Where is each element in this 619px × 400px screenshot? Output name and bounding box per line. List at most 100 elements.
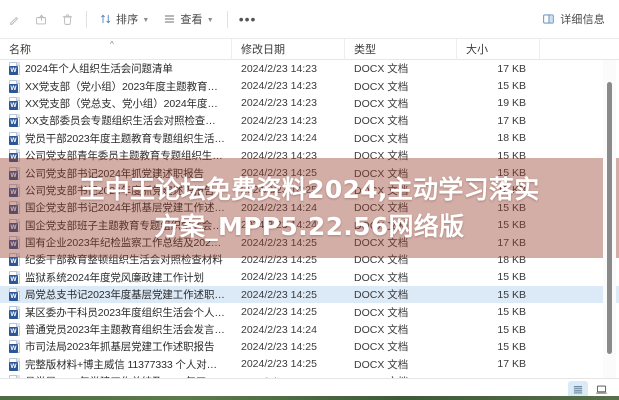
file-size-cell: 17 KB: [497, 62, 526, 75]
table-row[interactable]: W 某区委办干科员2023年度组织生活会个人发言... 2024/2/23 14:2…: [0, 303, 619, 320]
file-name-label: XX支部委员会专题组织生活会对照检查材料: [25, 115, 225, 128]
view-label: 查看: [180, 14, 203, 26]
table-row[interactable]: W 纪委干部教育整顿组织生活会对照检查材料 2024/2/23 14:25 DOCX …: [0, 251, 619, 268]
file-date-cell: 2024/2/23 14:24: [241, 323, 317, 336]
desktop-wallpaper-strip: [0, 396, 619, 400]
more-options-button[interactable]: •••: [234, 6, 262, 32]
file-date-cell: 2024/2/23 14:25: [241, 306, 317, 319]
word-document-icon: W: [9, 79, 20, 93]
file-type-cell: DOCX 文档: [354, 306, 409, 319]
table-row[interactable]: W XX党支部（党小组）2023年度主题教育专题组... 2024/2/23 14:…: [0, 77, 619, 94]
table-row[interactable]: W 普通党员2023年主题教育组织生活会发言材料 2024/2/23 14:24 DO…: [0, 321, 619, 338]
file-size-cell: 15 KB: [497, 340, 526, 353]
vertical-scrollbar[interactable]: [603, 60, 616, 378]
file-name-cell: W 某区委办干科员2023年度组织生活会个人发言...: [0, 303, 232, 320]
file-date-cell: 2024/2/23 14:24: [241, 132, 317, 145]
table-row[interactable]: W 公司党支部青年委员主题教育专题组织生活会个... 2024/2/23 14:23…: [0, 147, 619, 164]
file-size-cell: 17 KB: [497, 358, 526, 371]
file-name-label: 监狱系统2024年度党风廉政建工作计划: [25, 271, 204, 284]
table-row[interactable]: W 党员干部2023年度主题教育专题组织生活会个... 2024/2/23 14:2…: [0, 130, 619, 147]
table-row[interactable]: W 国有企业2023年纪检监察工作总结及2024年工... 2024/2/23 14…: [0, 234, 619, 251]
file-name-cell: W 局党总支书记2023年度基层党建工作述职报告: [0, 286, 232, 303]
file-date-cell: 2024/2/23 14:25: [241, 288, 317, 301]
file-type-cell: DOCX 文档: [354, 254, 409, 267]
details-pane-button[interactable]: 详细信息: [536, 6, 611, 32]
file-size-cell: 18 KB: [497, 253, 526, 266]
table-row[interactable]: W 2024年个人组织生活会问题清单 2024/2/23 14:23 DOCX 文档 1…: [0, 60, 619, 77]
ellipsis-icon: •••: [238, 11, 257, 27]
sort-button[interactable]: 排序 ▼: [93, 6, 156, 32]
file-name-cell: W XX支部委员会专题组织生活会对照检查材料: [0, 112, 232, 129]
file-name-label: 局党总支书记2023年度基层党建工作述职报告: [25, 289, 225, 302]
file-date-cell: 2024/2/23 14:25: [241, 253, 317, 266]
file-name-label: 国有企业2023年纪检监察工作总结及2024年工...: [25, 237, 225, 250]
file-name-cell: W 完整版材料+博主威信 11377333 个人对照检...: [0, 356, 232, 373]
file-type-cell: DOCX 文档: [354, 341, 409, 354]
file-size-cell: 17 KB: [497, 114, 526, 127]
table-row[interactable]: W 监狱系统2024年度党风廉政建工作计划 2024/2/23 14:25 DOCX …: [0, 269, 619, 286]
file-name-cell: W 市司法局2023年抓基层党建工作述职报告: [0, 338, 232, 355]
word-document-icon: W: [9, 357, 20, 371]
file-date-cell: 2024/2/23 14:25: [241, 358, 317, 371]
toolbar-divider-1: [86, 10, 87, 28]
table-row[interactable]: W 市司法局2023年抓基层党建工作述职报告 2024/2/23 14:25 DOCX…: [0, 338, 619, 355]
file-date-cell: 2024/2/23 14:25: [241, 271, 317, 284]
file-type-cell: DOCX 文档: [354, 167, 409, 180]
file-type-cell: DOCX 文档: [354, 202, 409, 215]
column-header-date-label: 修改日期: [241, 44, 285, 56]
table-row[interactable]: W 局党总支书记2023年度基层党建工作述职报告 2024/2/23 14:25 DO…: [0, 286, 619, 304]
view-button[interactable]: 查看 ▼: [156, 6, 220, 32]
file-name-label: XX党支部（党小组）2023年度主题教育专题组...: [25, 80, 225, 93]
column-header-type-label: 类型: [354, 44, 376, 56]
table-row[interactable]: W XX党支部（党总支、党小组）2024年度主题教... 2024/2/23 14:…: [0, 95, 619, 112]
table-row[interactable]: W XX支部委员会专题组织生活会对照检查材料 2024/2/23 14:23 DOCX…: [0, 112, 619, 129]
column-header-type[interactable]: 类型: [345, 38, 457, 60]
table-row[interactable]: W 公司党支部书记2024年度抓党建述职报告 2024/2/23 14:25 DOCX…: [0, 182, 619, 199]
scrollbar-thumb[interactable]: [607, 82, 612, 354]
file-name-cell: W XX党支部（党小组）2023年度主题教育专题组...: [0, 77, 232, 94]
file-size-cell: 15 KB: [497, 323, 526, 336]
share-icon[interactable]: [28, 6, 54, 32]
column-header-size[interactable]: 大小: [457, 38, 540, 60]
file-name-cell: W 公司党支部书记2024年度抓党建述职报告: [0, 182, 232, 199]
file-size-cell: 15 KB: [497, 271, 526, 284]
file-name-label: 某区委办干科员2023年度组织生活会个人发言...: [25, 306, 225, 319]
file-size-cell: 15 KB: [497, 306, 526, 319]
list-view-toggle[interactable]: [568, 381, 588, 398]
file-name-label: 市司法局2023年抓基层党建工作述职报告: [25, 341, 215, 354]
word-document-icon: W: [9, 62, 20, 76]
sort-label: 排序: [116, 14, 139, 26]
file-date-cell: 2024/2/23 14:23: [241, 114, 317, 127]
file-name-cell: W 国有企业2023年纪检监察工作总结及2024年工...: [0, 234, 232, 251]
large-icons-view-toggle[interactable]: [591, 381, 611, 398]
word-document-icon: W: [9, 288, 20, 302]
file-date-cell: 2024/2/23 14:25: [241, 236, 317, 249]
delete-icon[interactable]: [54, 6, 80, 32]
chevron-down-icon: ▼: [206, 16, 214, 24]
file-type-cell: DOCX 文档: [354, 184, 409, 197]
column-header-extra: [540, 39, 619, 60]
column-header-row: 名称 ^ 修改日期 类型 大小: [0, 38, 619, 60]
table-row[interactable]: W县党局2023年党建工作总结及2024年工作计划2024/2/23 14:26…: [0, 373, 619, 378]
file-name-cell: W县党局2023年党建工作总结及2024年工作计划: [0, 373, 232, 378]
file-list[interactable]: W 2024年个人组织生活会问题清单 2024/2/23 14:23 DOCX 文档 1…: [0, 60, 619, 378]
file-size-cell: 19 KB: [497, 97, 526, 110]
file-name-cell: W 党员干部2023年度主题教育专题组织生活会个...: [0, 130, 232, 147]
sort-ascending-icon: ^: [110, 39, 114, 49]
file-date-cell: 2024/2/23 14:24: [241, 201, 317, 214]
column-header-name[interactable]: 名称 ^: [0, 38, 232, 60]
table-row[interactable]: W 国企党支部班子主题教育专题组织生活会对照检... 2024/2/23 14:24…: [0, 217, 619, 234]
table-row[interactable]: W 公司党支部书记2024年抓党建述职报告 2024/2/23 14:25 DOCX …: [0, 164, 619, 181]
table-row[interactable]: W 完整版材料+博主威信 11377333 个人对照检... 2024/2/23 1…: [0, 356, 619, 373]
file-type-cell: DOCX 文档: [354, 115, 409, 128]
word-document-icon: W: [9, 218, 20, 232]
word-document-icon: W: [9, 96, 20, 110]
file-name-cell: W 公司党支部书记2024年抓党建述职报告: [0, 164, 232, 181]
word-document-icon: W: [9, 149, 20, 163]
rename-icon[interactable]: [2, 6, 28, 32]
column-header-date[interactable]: 修改日期: [232, 38, 345, 60]
file-name-cell: W XX党支部（党总支、党小组）2024年度主题教...: [0, 95, 232, 112]
word-document-icon: W: [9, 340, 20, 354]
status-bar: [0, 378, 619, 400]
table-row[interactable]: W 国企党支部书记2024年抓基层党建工作述职报告 2024/2/23 14:24 D…: [0, 199, 619, 216]
